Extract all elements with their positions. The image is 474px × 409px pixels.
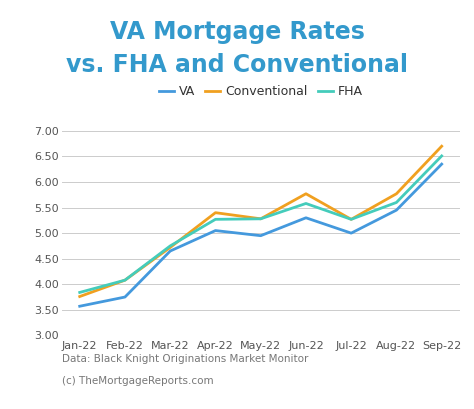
Line: Conventional: Conventional (80, 146, 442, 297)
Line: VA: VA (80, 164, 442, 306)
VA (303, 215, 309, 220)
VA (167, 249, 173, 254)
Legend: VA, Conventional, FHA: VA, Conventional, FHA (154, 80, 367, 103)
Conventional (393, 191, 399, 196)
Line: FHA: FHA (80, 156, 442, 292)
Conventional (77, 294, 82, 299)
VA (213, 228, 219, 233)
Conventional (122, 278, 128, 283)
FHA (439, 153, 445, 158)
Conventional (167, 245, 173, 250)
VA (439, 162, 445, 166)
FHA (167, 243, 173, 248)
Conventional (213, 210, 219, 215)
Conventional (258, 216, 264, 221)
Text: vs. FHA and Conventional: vs. FHA and Conventional (66, 53, 408, 77)
Text: Data: Black Knight Originations Market Monitor: Data: Black Knight Originations Market M… (62, 354, 308, 364)
VA (258, 233, 264, 238)
Conventional (439, 144, 445, 149)
Text: VA Mortgage Rates: VA Mortgage Rates (109, 20, 365, 45)
FHA (303, 201, 309, 206)
VA (348, 231, 354, 236)
FHA (393, 200, 399, 205)
Conventional (348, 217, 354, 222)
VA (122, 294, 128, 299)
FHA (122, 278, 128, 283)
Conventional (303, 191, 309, 196)
VA (77, 304, 82, 309)
FHA (258, 216, 264, 221)
FHA (213, 217, 219, 222)
Text: (c) TheMortgageReports.com: (c) TheMortgageReports.com (62, 376, 213, 387)
FHA (348, 217, 354, 222)
VA (393, 208, 399, 213)
FHA (77, 290, 82, 295)
